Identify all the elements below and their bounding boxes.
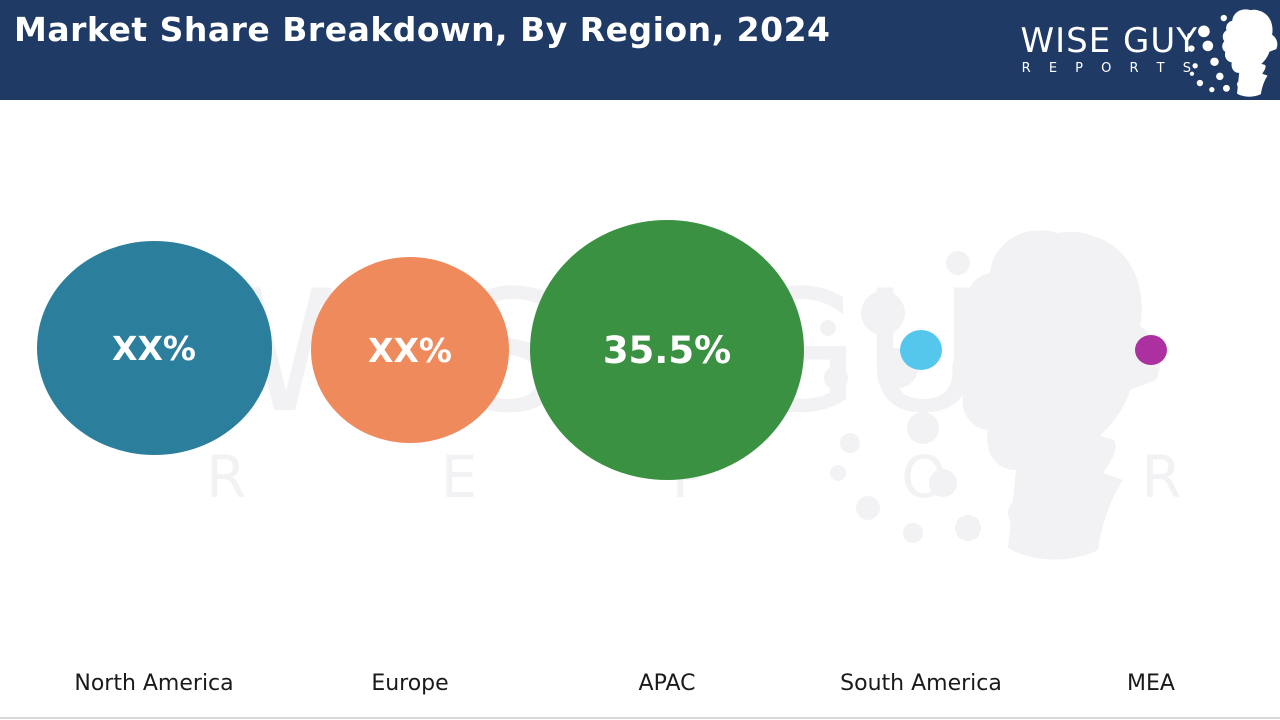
logo-text: WISE GUY R E P O R T S xyxy=(1020,24,1198,76)
header-bar: Market Share Breakdown, By Region, 2024 … xyxy=(0,0,1280,100)
category-label-apac: APAC xyxy=(638,671,696,696)
logo-name: WISE GUY xyxy=(1020,21,1198,61)
bubble-europe: XX% xyxy=(311,257,509,443)
category-label-europe: Europe xyxy=(371,671,449,696)
category-label-north-america: North America xyxy=(74,671,234,696)
category-label-south-america: South America xyxy=(840,671,1002,696)
bubble-mea xyxy=(1135,335,1167,365)
bottom-divider xyxy=(0,717,1280,719)
page-title: Market Share Breakdown, By Region, 2024 xyxy=(14,10,831,49)
bubble-north-america: XX% xyxy=(36,241,272,455)
logo-subtitle: R E P O R T S xyxy=(1021,61,1198,76)
bubble-south-america xyxy=(900,330,942,370)
bubble-apac: 35.5% xyxy=(530,220,804,480)
category-label-mea: MEA xyxy=(1127,671,1175,696)
wiseguy-logo: WISE GUY R E P O R T S xyxy=(1020,0,1280,100)
